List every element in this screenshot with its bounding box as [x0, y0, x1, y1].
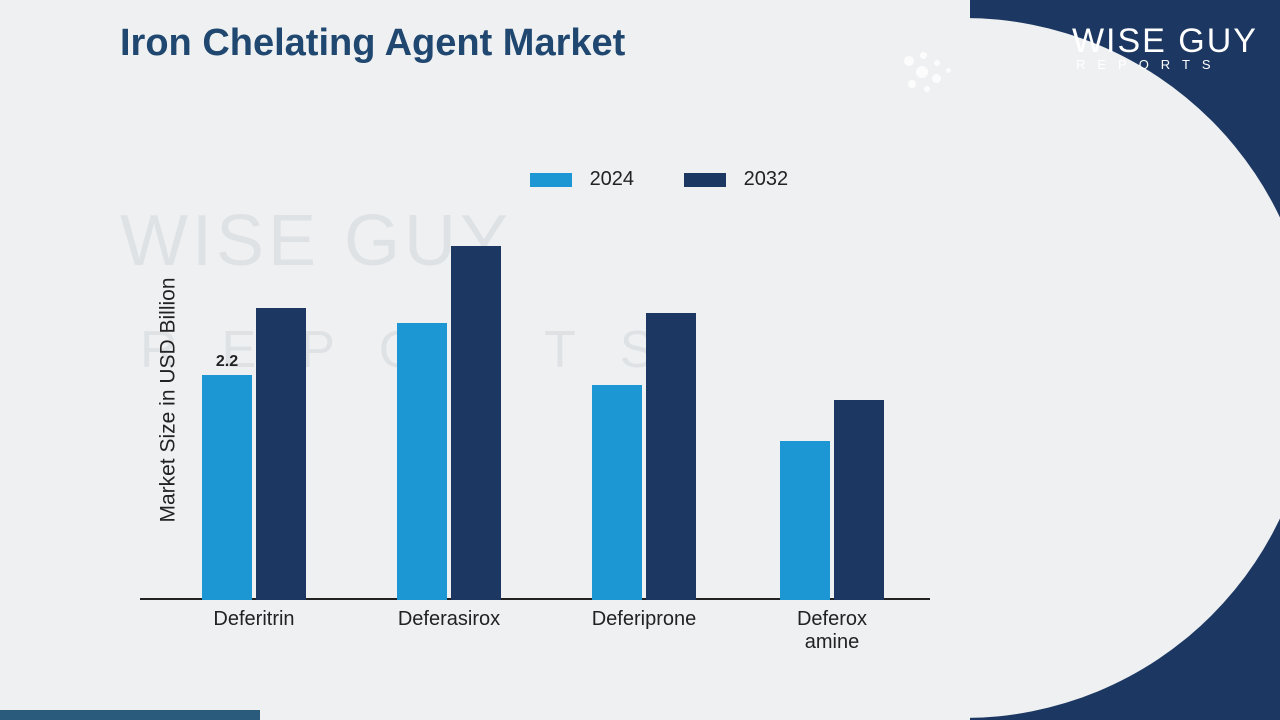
- bar: [646, 313, 696, 600]
- plot-area: DeferitrinDeferasiroxDeferiproneDeferoxa…: [140, 190, 930, 600]
- bar: [202, 375, 252, 601]
- chart-title: Iron Chelating Agent Market: [120, 22, 625, 65]
- bar-value-label: 2.2: [216, 353, 238, 371]
- x-category-label: Deferoxamine: [750, 608, 914, 654]
- bar-chart: Market Size in USD Billion 2024 2032 Def…: [100, 160, 930, 640]
- bar: [592, 385, 642, 600]
- bar: [780, 441, 830, 600]
- bar: [451, 246, 501, 600]
- footer-accent-bar: [0, 710, 260, 720]
- legend-label-2032: 2032: [744, 168, 789, 190]
- brand-logo-main: WISE GUY: [1072, 22, 1258, 61]
- logo-head-icon: [898, 52, 968, 102]
- bar: [834, 400, 884, 600]
- x-category-label: Deferasirox: [367, 608, 531, 631]
- bar: [256, 308, 306, 600]
- brand-logo: WISE GUY REPORTS: [1072, 22, 1258, 72]
- legend-label-2024: 2024: [590, 168, 635, 190]
- chart-legend: 2024 2032: [530, 168, 788, 191]
- x-category-label: Deferitrin: [172, 608, 336, 631]
- legend-item-2032: 2032: [684, 168, 788, 191]
- legend-item-2024: 2024: [530, 168, 634, 191]
- bar: [397, 323, 447, 600]
- legend-swatch-2024: [530, 173, 572, 187]
- x-category-label: Deferiprone: [562, 608, 726, 631]
- chart-canvas: WISE GUY REPORTS Iron Chelating Agent Ma…: [0, 0, 1280, 720]
- legend-swatch-2032: [684, 173, 726, 187]
